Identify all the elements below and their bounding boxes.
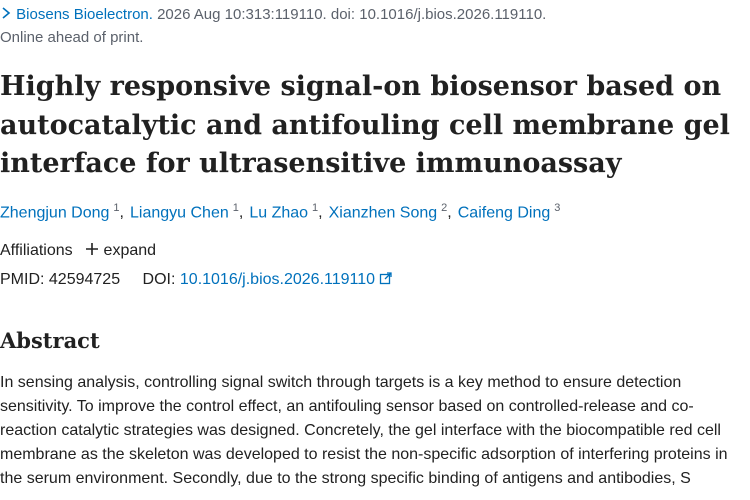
affiliation-number[interactable]: 1 <box>312 202 319 214</box>
author-name[interactable]: Zhengjun Dong <box>0 204 110 222</box>
affiliations-label: Affiliations <box>0 242 73 259</box>
author-list: Zhengjun Dong 1, Liangyu Chen 1, Lu Zhao 1, Xi… <box>0 202 560 222</box>
affiliations: Affiliations expand <box>0 242 156 260</box>
article-title: Highly responsive signal-on biosensor ba… <box>0 71 730 179</box>
citation: Biosens Bioelectron. 2026 Aug 10:313:119… <box>0 4 546 26</box>
citation-details: 2026 Aug 10:313:119110. doi: 10.1016/j.b… <box>157 6 547 23</box>
abstract-heading: Abstract <box>0 328 100 353</box>
affiliation-number[interactable]: 3 <box>554 202 561 214</box>
expand-toggle[interactable]: expand <box>103 242 157 259</box>
affiliation-number[interactable]: 1 <box>232 202 239 214</box>
external-link-icon <box>380 272 393 285</box>
plus-icon[interactable] <box>85 242 99 256</box>
author-separator: , <box>318 204 323 222</box>
doi-label: DOI: <box>142 271 176 288</box>
abstract-text: In sensing analysis, controlling signal … <box>0 374 728 487</box>
author-name[interactable]: Liangyu Chen <box>130 204 229 222</box>
author-separator: , <box>119 204 124 222</box>
publication-status: Online ahead of print. <box>0 29 144 46</box>
affiliation-number[interactable]: 2 <box>441 202 448 214</box>
author-separator: , <box>238 204 244 222</box>
author-name[interactable]: Lu Zhao <box>249 204 309 222</box>
author-name[interactable]: Xianzhen Song <box>328 204 438 222</box>
pmid: 42594725 <box>48 271 121 288</box>
pmid-label: PMID: <box>0 271 45 288</box>
author-separator: , <box>447 204 452 222</box>
chevron-icon <box>2 7 11 19</box>
journal-link[interactable]: Biosens Bioelectron. <box>16 6 153 23</box>
affiliation-number[interactable]: 1 <box>113 202 120 214</box>
identifiers: PMID: 42594725 DOI: 10.1016/j.bios.2026.… <box>0 271 393 289</box>
doi-link[interactable]: 10.1016/j.bios.2026.119110 <box>179 271 376 288</box>
author-name[interactable]: Caifeng Ding <box>457 204 551 222</box>
